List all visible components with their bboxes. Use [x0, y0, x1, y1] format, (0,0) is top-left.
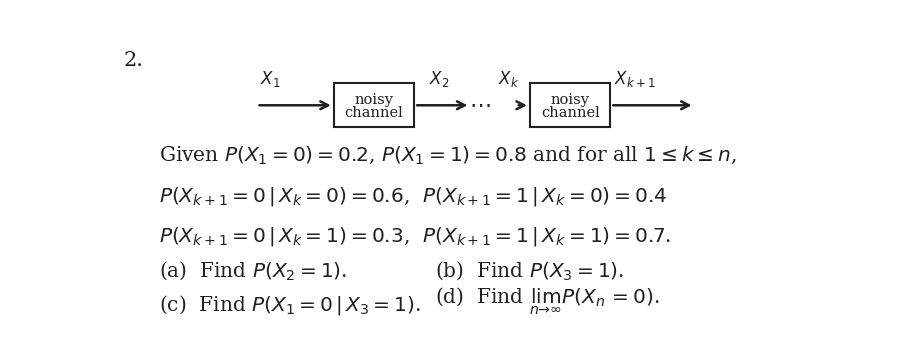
Text: (b)  Find $P(X_3{=}1)$.: (b) Find $P(X_3{=}1)$. [435, 260, 624, 282]
Text: channel: channel [540, 106, 599, 120]
Text: $X_2$: $X_2$ [428, 69, 449, 89]
Text: $P(X_{k+1}{=}0\,|\,X_k{=}1){=}0.3$,  $P(X_{k+1}{=}1\,|\,X_k{=}1){=}0.7$.: $P(X_{k+1}{=}0\,|\,X_k{=}1){=}0.3$, $P(X… [158, 225, 670, 248]
Text: (d)  Find $\lim_{n\to\infty} P(X_n{=}0)$.: (d) Find $\lim_{n\to\infty} P(X_n{=}0)$. [435, 285, 659, 317]
Bar [333, 83, 414, 127]
Text: $X_1$: $X_1$ [260, 69, 281, 89]
Text: noisy: noisy [550, 93, 589, 107]
Text: $X_{k+1}$: $X_{k+1}$ [613, 69, 655, 89]
Bar [529, 83, 610, 127]
Text: $X_k$: $X_k$ [498, 69, 519, 89]
Text: $\cdots$: $\cdots$ [468, 93, 489, 115]
Text: (a)  Find $P(X_2{=}1)$.: (a) Find $P(X_2{=}1)$. [158, 260, 347, 282]
Text: 2.: 2. [124, 51, 144, 70]
Text: Given $P(X_1{=}0){=}0.2$, $P(X_1{=}1){=}0.8$ and for all $1{\leq}k{\leq}n$,: Given $P(X_1{=}0){=}0.2$, $P(X_1{=}1){=}… [158, 144, 735, 166]
Text: $P(X_{k+1}{=}0\,|\,X_k{=}0){=}0.6$,  $P(X_{k+1}{=}1\,|\,X_k{=}0){=}0.4$: $P(X_{k+1}{=}0\,|\,X_k{=}0){=}0.6$, $P(X… [158, 185, 666, 208]
Text: noisy: noisy [354, 93, 393, 107]
Text: (c)  Find $P(X_1{=}0\,|\,X_3{=}1)$.: (c) Find $P(X_1{=}0\,|\,X_3{=}1)$. [158, 293, 420, 317]
Text: channel: channel [344, 106, 403, 120]
